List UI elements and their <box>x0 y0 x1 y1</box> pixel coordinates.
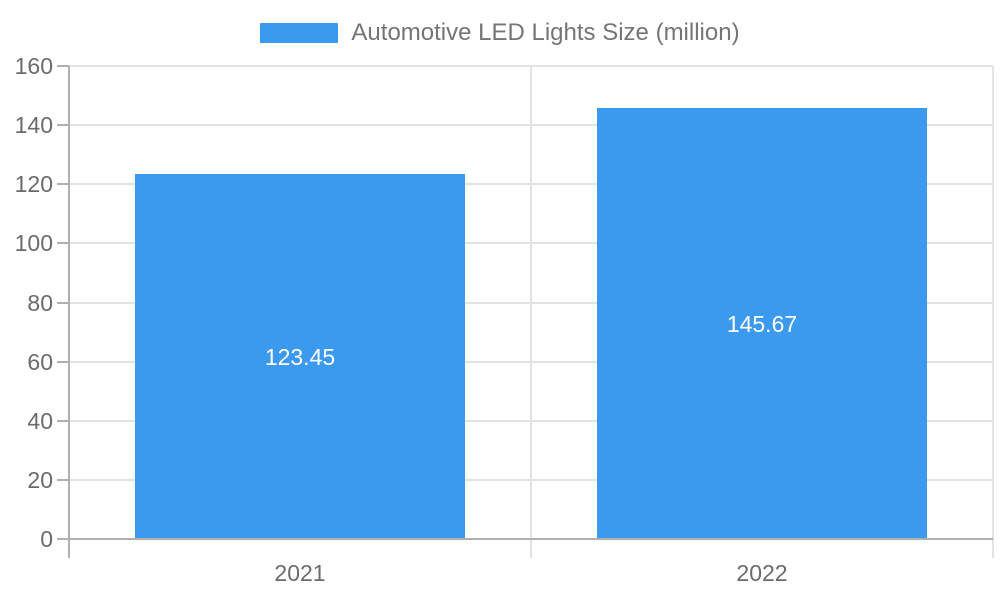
x-axis-label-2021: 2021 <box>274 560 326 586</box>
y-axis-label: 120 <box>14 171 53 198</box>
y-axis-label: 0 <box>40 526 53 552</box>
y-axis-tick <box>57 478 69 481</box>
y-axis-label: 40 <box>27 407 53 434</box>
gridline-vertical <box>530 66 532 558</box>
gridline-vertical <box>992 66 994 558</box>
y-axis-tick <box>57 242 69 245</box>
legend-swatch <box>260 23 339 43</box>
y-axis-label: 80 <box>27 289 53 316</box>
bar-2022[interactable] <box>597 108 927 539</box>
y-axis-tick <box>57 419 69 422</box>
legend-label: Automotive LED Lights Size (million) <box>351 19 740 46</box>
y-axis-label: 60 <box>27 348 53 375</box>
y-axis-label: 140 <box>14 112 53 139</box>
legend[interactable]: Automotive LED Lights Size (million) <box>0 12 1000 54</box>
y-axis-label: 160 <box>14 53 53 79</box>
x-axis-line <box>57 538 993 540</box>
y-axis-tick <box>57 65 69 67</box>
x-axis-label-2022: 2022 <box>736 560 788 586</box>
bar-value-label: 123.45 <box>264 343 336 370</box>
y-axis-label: 100 <box>14 230 53 257</box>
bar-2021[interactable] <box>135 174 465 539</box>
y-axis-tick <box>57 301 69 304</box>
y-axis-tick <box>57 183 69 186</box>
y-axis-tick <box>57 360 69 363</box>
y-axis-line <box>68 66 70 558</box>
y-axis-label: 20 <box>27 466 53 493</box>
bar-value-label: 145.67 <box>726 310 798 337</box>
y-axis-tick <box>57 124 69 127</box>
